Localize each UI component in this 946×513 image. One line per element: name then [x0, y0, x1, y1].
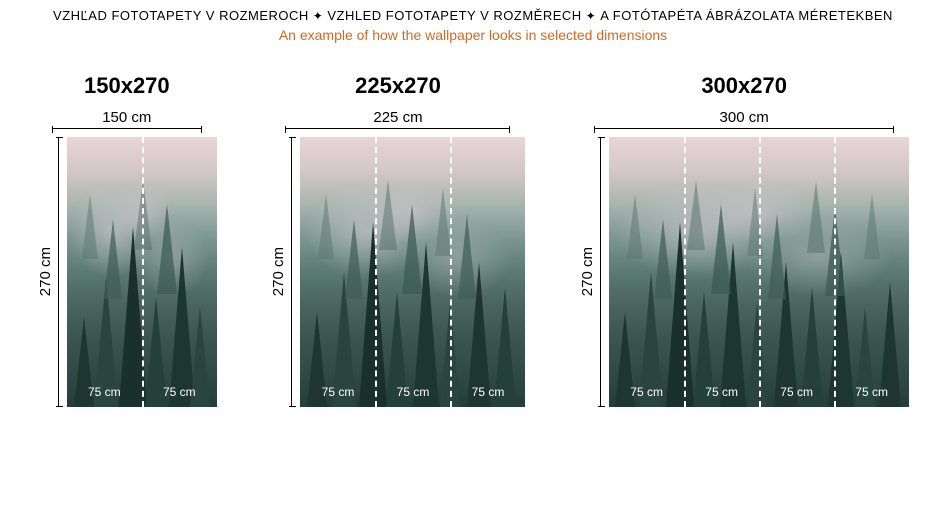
sparkle-icon: ✦ — [313, 9, 324, 23]
strip-labels: 75 cm 75 cm — [67, 385, 217, 407]
height-label: 270 cm — [37, 247, 54, 296]
strip-label: 75 cm — [759, 385, 834, 407]
height-ruler — [291, 137, 292, 407]
strip-divider — [450, 137, 452, 407]
wallpaper-preview: 75 cm 75 cm 75 cm — [300, 137, 525, 407]
sparkle-icon: ✦ — [586, 9, 597, 23]
size-title: 300x270 — [701, 73, 787, 99]
width-label: 150 cm — [102, 109, 151, 126]
multilang-title-row: VZHĽAD FOTOTAPETY V ROZMEROCH ✦ VZHLED F… — [0, 8, 946, 23]
wallpaper-preview: 75 cm 75 cm — [67, 137, 217, 407]
strip-label: 75 cm — [67, 385, 142, 407]
strip-label: 75 cm — [684, 385, 759, 407]
strip-label: 75 cm — [450, 385, 525, 407]
title-hu: A FOTÓTAPÉTA ÁBRÁZOLATA MÉRETEKBEN — [600, 8, 893, 23]
height-ruler — [600, 137, 601, 407]
strip-label: 75 cm — [300, 385, 375, 407]
strip-divider — [759, 137, 761, 407]
panel-225x270: 225x270 225 cm 270 cm — [270, 73, 525, 407]
height-label: 270 cm — [579, 247, 596, 296]
strip-label: 75 cm — [142, 385, 217, 407]
panel-300x270: 300x270 300 cm 270 cm — [579, 73, 909, 407]
strip-divider — [834, 137, 836, 407]
subtitle: An example of how the wallpaper looks in… — [0, 27, 946, 43]
width-ruler — [52, 128, 202, 129]
panel-150x270: 150x270 150 cm 270 cm — [37, 73, 217, 407]
strip-labels: 75 cm 75 cm 75 cm — [300, 385, 525, 407]
height-label: 270 cm — [270, 247, 287, 296]
title-cz: VZHLED FOTOTAPETY V ROZMĚRECH — [327, 8, 581, 23]
strip-label: 75 cm — [609, 385, 684, 407]
strip-divider — [142, 137, 144, 407]
wallpaper-preview: 75 cm 75 cm 75 cm 75 cm — [609, 137, 909, 407]
width-label: 225 cm — [373, 109, 422, 126]
panels-container: 150x270 150 cm 270 cm — [0, 43, 946, 407]
strip-label: 75 cm — [375, 385, 450, 407]
title-sk: VZHĽAD FOTOTAPETY V ROZMEROCH — [53, 8, 309, 23]
strip-divider — [684, 137, 686, 407]
size-title: 150x270 — [84, 73, 170, 99]
width-ruler — [594, 128, 894, 129]
strip-label: 75 cm — [834, 385, 909, 407]
size-title: 225x270 — [355, 73, 441, 99]
forest-trees — [300, 137, 525, 407]
width-label: 300 cm — [720, 109, 769, 126]
strip-labels: 75 cm 75 cm 75 cm 75 cm — [609, 385, 909, 407]
width-ruler — [285, 128, 510, 129]
height-ruler — [58, 137, 59, 407]
strip-divider — [375, 137, 377, 407]
